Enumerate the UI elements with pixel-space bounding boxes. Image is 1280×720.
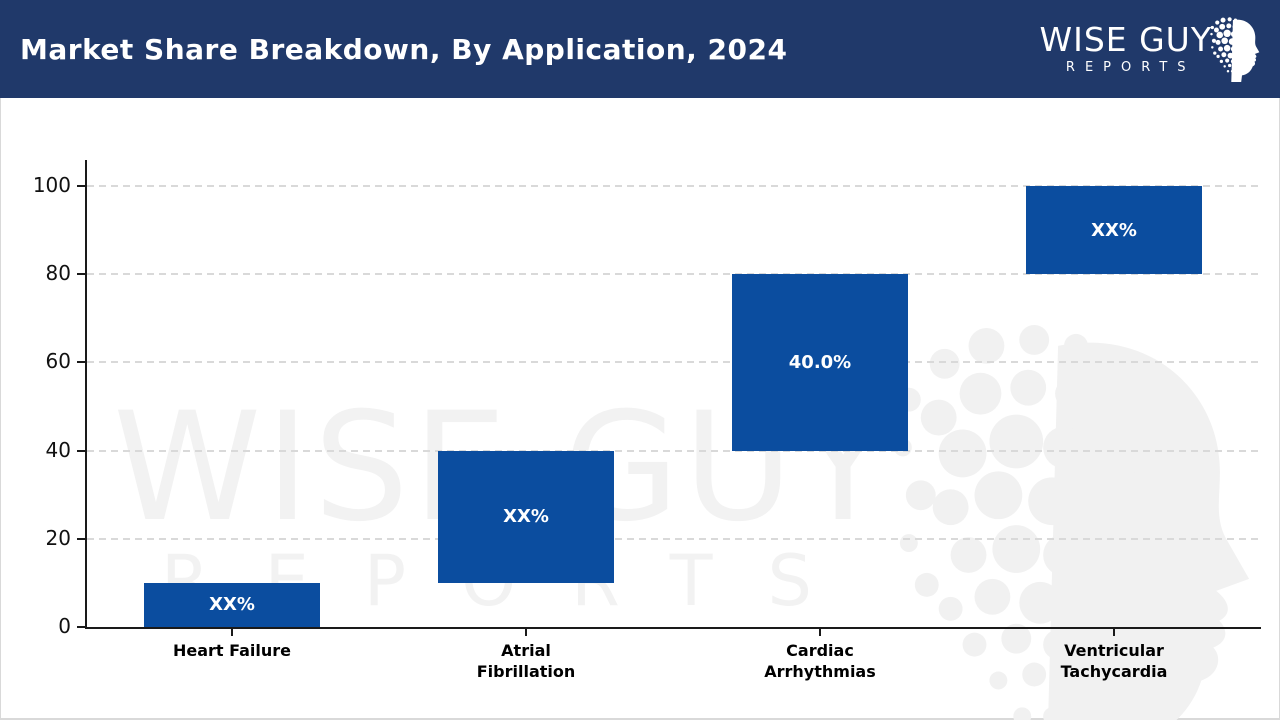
y-axis-label-20: 20 (45, 525, 71, 550)
bar-heart-failure: XX% (144, 582, 320, 627)
x-axis-tick-ventricular-tachycardia (1113, 629, 1115, 636)
gridline-80 (87, 273, 1259, 276)
bar-value-label-ventricular-tachycardia: XX% (1091, 219, 1137, 241)
header-bar: Market Share Breakdown, By Application, … (0, 0, 1280, 98)
logo-text: WISE GUY REPORTS (1039, 22, 1212, 76)
gridline-60 (87, 361, 1259, 364)
x-axis-label-ventricular-tachycardia: Ventricular Tachycardia (1060, 641, 1168, 681)
x-axis-label-cardiac-arrhythmias: Cardiac Arrhythmias (764, 641, 876, 681)
logo-wordmark: WISE GUY (1039, 20, 1212, 59)
bar-value-label-atrial-fibrillation: XX% (503, 506, 549, 528)
x-axis-tick-heart-failure (231, 629, 233, 636)
x-axis-line (85, 627, 1261, 629)
x-axis-label-atrial-fibrillation: Atrial Fibrillation (476, 641, 576, 681)
bar-ventricular-tachycardia: XX% (1026, 186, 1202, 275)
bar-cardiac-arrhythmias: 40.0% (732, 274, 908, 451)
y-axis-tick-60 (77, 361, 85, 364)
logo-subtitle: REPORTS (1065, 60, 1196, 75)
y-axis-tick-20 (77, 537, 85, 540)
bar-value-label-cardiac-arrhythmias: 40.0% (788, 351, 852, 373)
bar-atrial-fibrillation: XX% (438, 450, 614, 583)
y-axis-tick-0 (77, 626, 85, 628)
gridline-40 (87, 449, 1259, 452)
y-axis-label-60: 60 (45, 349, 71, 374)
x-axis-label-heart-failure: Heart Failure (172, 641, 292, 660)
dotted-head-logo-icon (1210, 17, 1260, 82)
y-axis-label-0: 0 (58, 614, 71, 638)
x-axis-tick-cardiac-arrhythmias (819, 629, 821, 636)
chart-title: Market Share Breakdown, By Application, … (20, 32, 788, 66)
y-axis-tick-40 (77, 449, 85, 452)
gridline-20 (87, 537, 1259, 540)
y-axis-tick-100 (77, 185, 85, 187)
y-axis-line (85, 160, 87, 629)
x-axis-tick-atrial-fibrillation (525, 629, 527, 636)
y-axis-label-80: 80 (45, 261, 71, 286)
y-axis-tick-80 (77, 273, 85, 276)
y-axis-label-40: 40 (45, 437, 71, 462)
wise-guy-reports-logo: WISE GUY REPORTS (1039, 16, 1262, 82)
gridline-100 (87, 185, 1259, 187)
bar-value-label-heart-failure: XX% (209, 594, 255, 616)
y-axis-label-100: 100 (32, 173, 71, 197)
